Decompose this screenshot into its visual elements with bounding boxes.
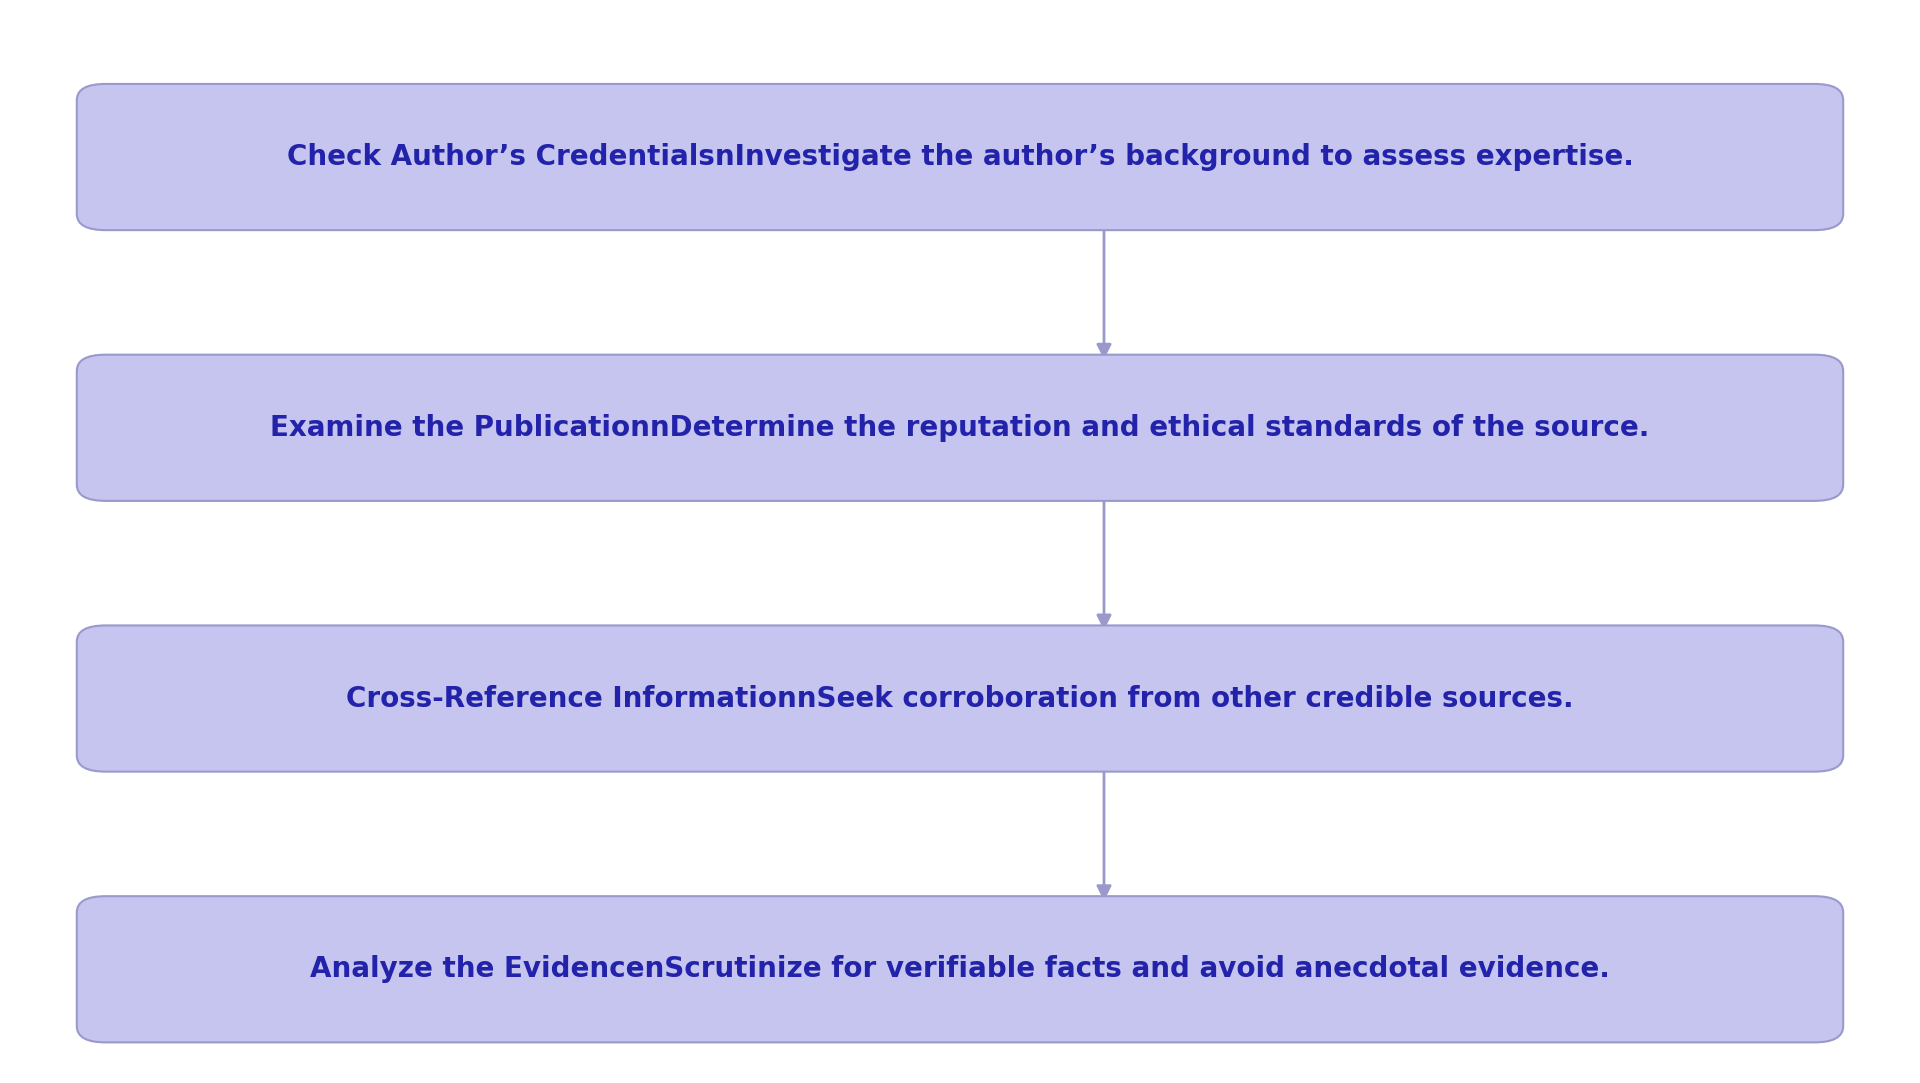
FancyBboxPatch shape — [77, 355, 1843, 500]
Text: Check Author’s CredentialsnInvestigate the author’s background to assess experti: Check Author’s CredentialsnInvestigate t… — [286, 143, 1634, 171]
FancyBboxPatch shape — [77, 626, 1843, 772]
Text: Cross-Reference InformationnSeek corroboration from other credible sources.: Cross-Reference InformationnSeek corrobo… — [346, 684, 1574, 713]
Text: Examine the PublicationnDetermine the reputation and ethical standards of the so: Examine the PublicationnDetermine the re… — [271, 414, 1649, 442]
FancyBboxPatch shape — [77, 897, 1843, 1042]
Text: Analyze the EvidencenScrutinize for verifiable facts and avoid anecdotal evidenc: Analyze the EvidencenScrutinize for veri… — [309, 955, 1611, 983]
FancyBboxPatch shape — [77, 84, 1843, 231]
